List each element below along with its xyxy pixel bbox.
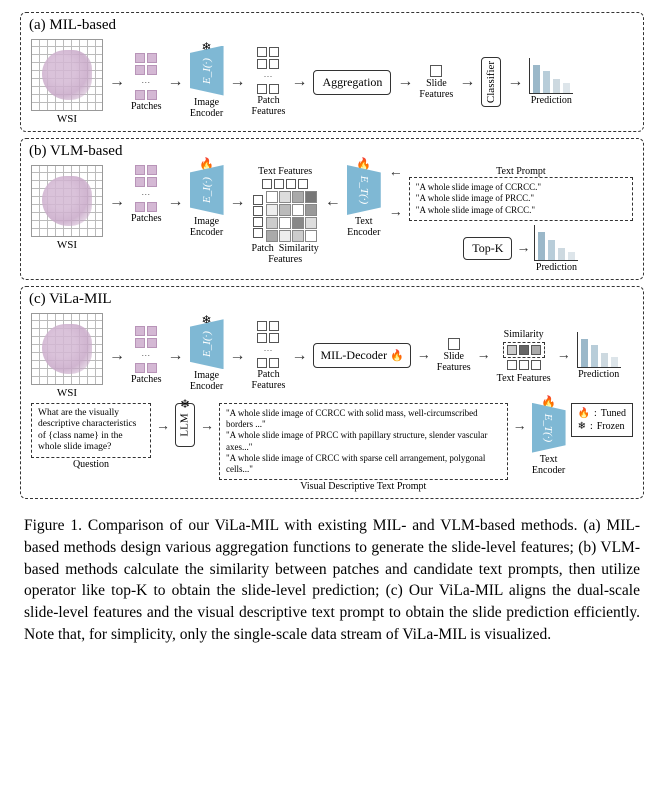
- legend-box: 🔥:Tuned ❄:Frozen: [571, 403, 633, 437]
- bar-chart-icon: [529, 58, 573, 94]
- slide-feat-c: Slide Features: [437, 338, 471, 373]
- bar-chart-icon: [577, 332, 621, 368]
- prediction-c: Prediction: [577, 332, 621, 380]
- arrow-icon: →: [230, 73, 246, 91]
- arrow-icon: →: [109, 347, 125, 365]
- patches-label: Patches: [131, 101, 162, 112]
- panel-b-label: (b) VLM-based: [29, 143, 122, 160]
- snowflake-icon: ❄: [180, 397, 190, 412]
- panel-a: (a) MIL-based WSI → ⋯ Patches → ❄E_I(·) …: [20, 12, 644, 132]
- similarity-block-c: Similarity Text Features: [497, 328, 551, 384]
- arrow-icon: →: [291, 347, 307, 365]
- similarity-matrix: [266, 191, 317, 242]
- arrow-icon: →: [516, 241, 530, 257]
- imgenc-label: Image Encoder: [190, 97, 223, 119]
- patch-features-a: ⋯ Patch Features: [252, 47, 286, 117]
- arrow-icon: →: [168, 73, 184, 91]
- panel-c: (c) ViLa-MIL WSI → ⋯ Patches → ❄E_I(·) I…: [20, 286, 644, 500]
- text-prompt-box: "A whole slide image of CCRCC.""A whole …: [409, 177, 633, 221]
- question-block: What are the visually descriptive charac…: [31, 403, 151, 471]
- arrow-icon: ←: [325, 193, 341, 211]
- figure-container: (a) MIL-based WSI → ⋯ Patches → ❄E_I(·) …: [0, 0, 664, 657]
- classifier-box: Classifier: [481, 57, 501, 107]
- vdtp-block: "A whole slide image of CCRCC with solid…: [219, 403, 508, 493]
- patches-c: ⋯ Patches: [131, 326, 162, 385]
- arrow-icon: →: [397, 73, 413, 91]
- fire-icon: 🔥: [578, 408, 590, 419]
- snowflake-icon: ❄: [578, 421, 586, 432]
- aggregation-box: Aggregation: [313, 70, 391, 95]
- arrow-icon: →: [459, 73, 475, 91]
- arrow-icon: →: [477, 348, 491, 364]
- vdtp-box: "A whole slide image of CCRCC with solid…: [219, 403, 508, 481]
- panel-c-label: (c) ViLa-MIL: [29, 291, 112, 308]
- question-box: What are the visually descriptive charac…: [31, 403, 151, 459]
- arrow-icon: →: [156, 419, 170, 435]
- patches-b: ⋯ Patches: [131, 165, 162, 224]
- topk-box: Top-K: [463, 237, 512, 260]
- arrow-icon: →: [291, 73, 307, 91]
- wsi-grid: [31, 39, 103, 111]
- panel-b: (b) VLM-based WSI → ⋯ Patches → 🔥E_I(·) …: [20, 138, 644, 280]
- arrow-icon: →: [109, 73, 125, 91]
- text-encoder-c: 🔥E_T(·) Text Encoder: [532, 403, 566, 476]
- figure-caption: Figure 1. Comparison of our ViLa-MIL wit…: [20, 505, 644, 645]
- arrow-icon: →: [557, 348, 571, 364]
- image-encoder-b: 🔥E_I(·) Image Encoder: [190, 165, 224, 238]
- arrow-icon: →: [417, 348, 431, 364]
- arrow-icon: →: [389, 205, 403, 221]
- wsi-label: WSI: [57, 113, 77, 125]
- arrow-icon: →: [200, 419, 214, 435]
- arrow-icon: →: [109, 193, 125, 211]
- patch-features-c: ⋯ Patch Features: [252, 321, 286, 391]
- arrow-icon: →: [168, 193, 184, 211]
- prediction-b: Prediction: [534, 225, 578, 273]
- arrow-icon: ←: [389, 165, 403, 181]
- image-encoder-a: ❄E_I(·) Image Encoder: [190, 46, 224, 119]
- slide-feat-a: Slide Features: [419, 65, 453, 100]
- patches-block: ⋯ Patches: [131, 53, 162, 112]
- right-col-b: Text Prompt "A whole slide image of CCRC…: [409, 165, 633, 273]
- text-encoder-b: 🔥E_T(·) Text Encoder: [347, 165, 381, 238]
- image-encoder-c: ❄E_I(·) Image Encoder: [190, 319, 224, 392]
- llm-box: ❄ LLM: [175, 403, 195, 447]
- arrow-icon: →: [507, 73, 523, 91]
- prediction-a: Prediction: [529, 58, 573, 106]
- arrow-icon: →: [230, 347, 246, 365]
- panel-a-label: (a) MIL-based: [29, 17, 116, 34]
- arrow-icon: →: [230, 193, 246, 211]
- arrow-icon: →: [513, 419, 527, 435]
- pfeat-label: Patch Features: [252, 95, 286, 117]
- bar-chart-icon: [534, 225, 578, 261]
- sim-block: Text Features Patch Similarity Features: [252, 165, 319, 265]
- mil-decoder-box: MIL-Decoder 🔥: [313, 343, 410, 368]
- wsi-block-c: WSI: [31, 313, 103, 399]
- wsi-block-b: WSI: [31, 165, 103, 251]
- arrow-icon: →: [168, 347, 184, 365]
- fire-icon: 🔥: [390, 349, 404, 362]
- wsi-block: WSI: [31, 39, 103, 125]
